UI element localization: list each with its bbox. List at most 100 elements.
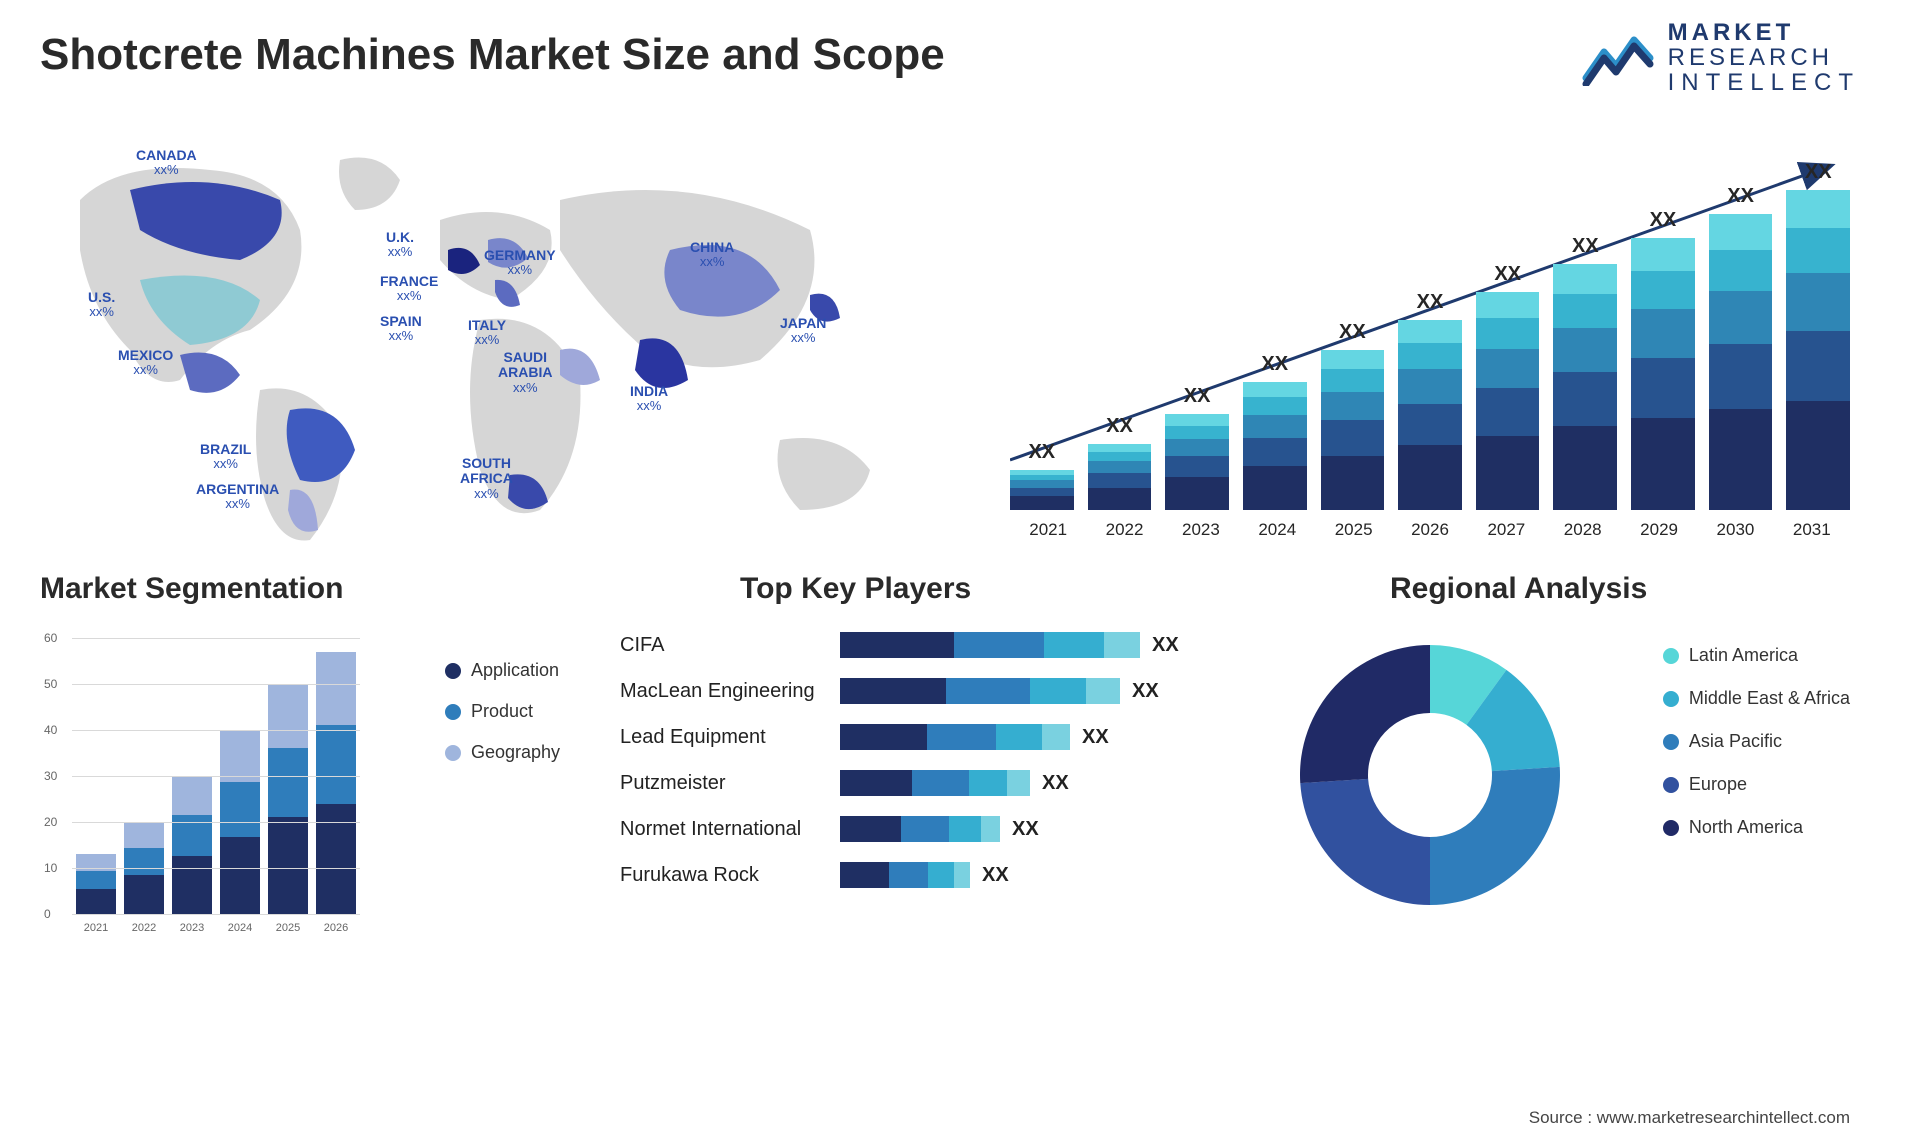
- player-bar-segment: [1042, 724, 1070, 750]
- seg-bar-segment: [268, 748, 308, 817]
- donut-slice: [1430, 767, 1560, 905]
- player-bar: [840, 770, 1030, 796]
- seg-bar-segment: [316, 652, 356, 725]
- growth-bar-segment: [1786, 401, 1850, 510]
- growth-bar-2029: XX: [1631, 209, 1695, 510]
- player-bar-segment: [954, 632, 1044, 658]
- legend-swatch: [445, 704, 461, 720]
- regional-legend: Latin AmericaMiddle East & AfricaAsia Pa…: [1663, 645, 1850, 838]
- legend-label: Latin America: [1689, 645, 1798, 666]
- logo-line2: RESEARCH: [1668, 45, 1860, 70]
- seg-ytick: 20: [44, 815, 57, 829]
- seg-bar-segment: [124, 875, 164, 914]
- growth-bar-segment: [1088, 488, 1152, 510]
- legend-swatch: [1663, 691, 1679, 707]
- growth-bar-segment: [1476, 388, 1540, 436]
- map-label-spain: SPAINxx%: [380, 314, 422, 344]
- growth-bar-segment: [1088, 444, 1152, 452]
- growth-bar-value: XX: [1106, 415, 1133, 438]
- player-row: PutzmeisterXX: [620, 763, 1220, 803]
- legend-label: Middle East & Africa: [1689, 688, 1850, 709]
- player-row: Furukawa RockXX: [620, 855, 1220, 895]
- player-name: MacLean Engineering: [620, 680, 840, 703]
- seg-year-label: 2025: [268, 922, 308, 934]
- growth-bar-segment: [1476, 436, 1540, 510]
- growth-bar-segment: [1553, 328, 1617, 372]
- regional-legend-item: Middle East & Africa: [1663, 688, 1850, 709]
- map-label-us: U.S.xx%: [88, 290, 115, 320]
- growth-bar-value: XX: [1805, 161, 1832, 184]
- seg-ytick: 60: [44, 631, 57, 645]
- growth-bar-2027: XX: [1476, 263, 1540, 510]
- player-bar-segment: [901, 816, 949, 842]
- growth-bar-segment: [1631, 418, 1695, 510]
- growth-year-label: 2029: [1640, 520, 1678, 540]
- growth-bar-value: XX: [1339, 321, 1366, 344]
- growth-bar-value: XX: [1572, 235, 1599, 258]
- player-name: Putzmeister: [620, 772, 840, 795]
- growth-bar-segment: [1321, 420, 1385, 455]
- logo-icon: [1582, 30, 1654, 86]
- seg-bar-segment: [172, 815, 212, 856]
- growth-bar-segment: [1553, 372, 1617, 426]
- growth-bar-segment: [1398, 369, 1462, 403]
- seg-gridline: [72, 868, 360, 869]
- growth-bar-value: XX: [1261, 353, 1288, 376]
- player-name: CIFA: [620, 634, 840, 657]
- legend-swatch: [1663, 777, 1679, 793]
- seg-gridline: [72, 822, 360, 823]
- player-value: XX: [1132, 680, 1159, 703]
- seg-year-label: 2026: [316, 922, 356, 934]
- growth-chart: XXXXXXXXXXXXXXXXXXXXXX 20212022202320242…: [1010, 160, 1850, 540]
- growth-bar-2021: XX: [1010, 441, 1074, 510]
- player-bar: [840, 816, 1000, 842]
- growth-bar-value: XX: [1650, 209, 1677, 232]
- growth-year-label: 2028: [1564, 520, 1602, 540]
- seg-bar-segment: [268, 684, 308, 748]
- map-label-brazil: BRAZILxx%: [200, 442, 251, 472]
- map-label-france: FRANCExx%: [380, 274, 438, 304]
- player-bar-segment: [840, 862, 889, 888]
- regional-legend-item: Latin America: [1663, 645, 1850, 666]
- map-label-germany: GERMANYxx%: [484, 248, 556, 278]
- player-bar-segment: [840, 724, 927, 750]
- player-bar: [840, 678, 1120, 704]
- growth-bar-segment: [1165, 477, 1229, 510]
- legend-swatch: [445, 663, 461, 679]
- player-bar-segment: [969, 770, 1007, 796]
- growth-year-label: 2027: [1487, 520, 1525, 540]
- map-label-argentina: ARGENTINAxx%: [196, 482, 279, 512]
- seg-gridline: [72, 776, 360, 777]
- growth-bar-2028: XX: [1553, 235, 1617, 510]
- seg-bar-segment: [172, 856, 212, 914]
- player-bar-segment: [1030, 678, 1086, 704]
- regional-title: Regional Analysis: [1390, 572, 1647, 606]
- world-map-panel: CANADAxx%U.S.xx%MEXICOxx%BRAZILxx%ARGENT…: [40, 130, 920, 550]
- legend-label: Product: [471, 701, 533, 722]
- growth-bar-segment: [1243, 397, 1307, 415]
- map-label-china: CHINAxx%: [690, 240, 734, 270]
- growth-bar-segment: [1165, 426, 1229, 439]
- growth-bar-segment: [1398, 404, 1462, 446]
- growth-bar-segment: [1165, 439, 1229, 456]
- seg-legend-item: Application: [445, 660, 560, 681]
- player-bar-segment: [840, 678, 946, 704]
- growth-bar-segment: [1321, 369, 1385, 391]
- growth-bar-2022: XX: [1088, 415, 1152, 510]
- growth-bar-segment: [1165, 414, 1229, 426]
- growth-year-label: 2030: [1717, 520, 1755, 540]
- player-bar-segment: [1086, 678, 1120, 704]
- seg-gridline: [72, 730, 360, 731]
- growth-bar-segment: [1631, 358, 1695, 418]
- growth-year-label: 2021: [1029, 520, 1067, 540]
- logo-line1: MARKET: [1668, 20, 1860, 45]
- seg-year-label: 2024: [220, 922, 260, 934]
- page-title: Shotcrete Machines Market Size and Scope: [40, 30, 945, 80]
- growth-bar-2026: XX: [1398, 291, 1462, 510]
- growth-bar-segment: [1553, 426, 1617, 510]
- growth-bar-segment: [1709, 214, 1773, 250]
- growth-bar-segment: [1553, 294, 1617, 328]
- legend-swatch: [1663, 648, 1679, 664]
- legend-label: North America: [1689, 817, 1803, 838]
- growth-bar-segment: [1709, 250, 1773, 291]
